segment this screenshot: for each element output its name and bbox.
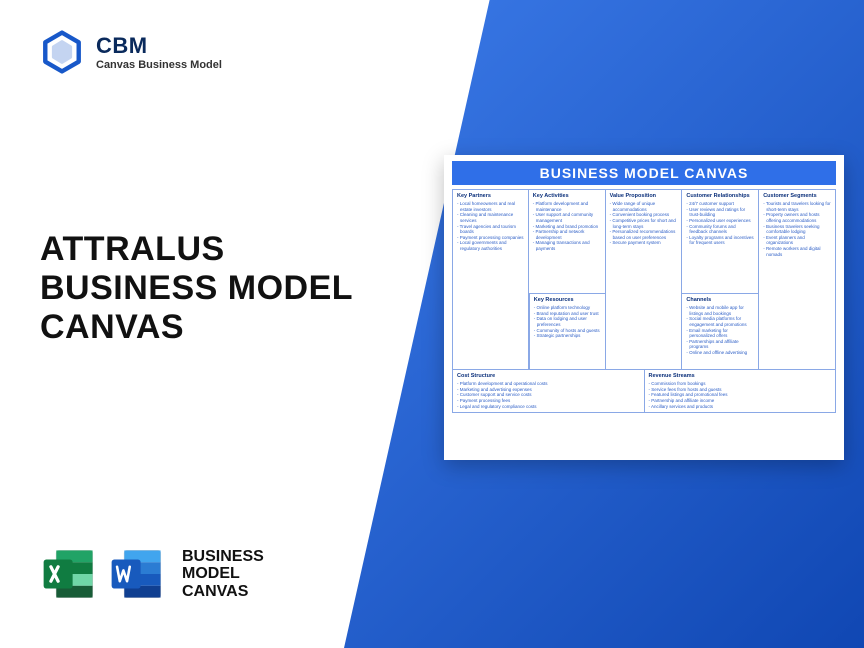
list-item: Competitive prices for short and long-te… [610, 218, 678, 229]
cell-customer-relationships: Customer Relationships 24/7 customer sup… [682, 190, 759, 294]
list-item: Ancillary services and products [649, 404, 832, 410]
word-icon [108, 545, 166, 603]
title-line-1: ATTRALUS [40, 230, 353, 269]
list-item: Loyalty programs and incentives for freq… [686, 235, 754, 246]
list-item: Managing transactions and payments [533, 240, 601, 251]
cell-channels: Channels Website and mobile app for list… [682, 294, 759, 370]
canvas-grid-top: Key Partners Local homeowners and real e… [452, 189, 836, 370]
list-item: Property owners and hosts offering accom… [763, 212, 831, 223]
list-item: Partnerships and affiliate programs [686, 339, 754, 350]
list-item: Cleaning and maintenance services [457, 212, 524, 223]
cell-cost-structure: Cost Structure Platform development and … [453, 370, 645, 413]
header-subtitle: Canvas Business Model [96, 59, 222, 71]
list-item: Remote workers and digital nomads [763, 246, 831, 257]
list-item: Wide range of unique accommodations [610, 201, 678, 212]
cbm-logo-icon [40, 30, 84, 74]
canvas-preview: BUSINESS MODEL CANVAS Key Partners Local… [444, 155, 844, 460]
list-item: Legal and regulatory compliance costs [457, 404, 640, 410]
list-item: Travel agencies and tourism boards [457, 224, 524, 235]
cell-revenue-streams: Revenue Streams Commission from bookings… [645, 370, 837, 413]
list-item: Business travelers seeking comfortable l… [763, 224, 831, 235]
footer: BUSINESS MODEL CANVAS [40, 545, 264, 603]
list-item: User support and community management [533, 212, 601, 223]
list-item: Online and offline advertising [686, 350, 754, 356]
list-item: Secure payment system [610, 240, 678, 246]
list-item: Data on lodging and user preferences [534, 316, 601, 327]
footer-label: BUSINESS MODEL CANVAS [182, 548, 264, 601]
list-item: Social media platforms for engagement an… [686, 316, 754, 327]
cell-value-proposition: Value Proposition Wide range of unique a… [606, 190, 683, 370]
list-item: Email marketing for personalized offers [686, 328, 754, 339]
list-item: User reviews and ratings for trust-build… [686, 207, 754, 218]
list-item: Local homeowners and real estate investo… [457, 201, 524, 212]
header-title: CBM [96, 33, 222, 59]
list-item: Local governments and regulatory authori… [457, 240, 524, 251]
canvas-title: BUSINESS MODEL CANVAS [452, 161, 836, 185]
page-title: ATTRALUS BUSINESS MODEL CANVAS [40, 230, 353, 347]
cell-key-activities: Key Activities Platform development and … [529, 190, 606, 294]
list-item: Strategic partnerships [534, 333, 601, 339]
list-item: Platform development and maintenance [533, 201, 601, 212]
header: CBM Canvas Business Model [40, 30, 222, 74]
list-item: Event planners and organizations [763, 235, 831, 246]
list-item: Tourists and travelers looking for short… [763, 201, 831, 212]
cell-customer-segments: Customer Segments Tourists and travelers… [759, 190, 836, 370]
cell-key-resources: Key Resources Online platform technology… [529, 294, 606, 370]
title-line-2: BUSINESS MODEL [40, 269, 353, 308]
list-item: Personalized user experiences [686, 218, 754, 224]
cell-key-partners: Key Partners Local homeowners and real e… [452, 190, 529, 370]
list-item: Personalized recommendations based on us… [610, 229, 678, 240]
title-line-3: CANVAS [40, 308, 353, 347]
list-item: Website and mobile app for listings and … [686, 305, 754, 316]
list-item: Community forums and feedback channels [686, 224, 754, 235]
excel-icon [40, 545, 98, 603]
canvas-grid-bottom: Cost Structure Platform development and … [452, 370, 836, 413]
list-item: Partnership and network development [533, 229, 601, 240]
